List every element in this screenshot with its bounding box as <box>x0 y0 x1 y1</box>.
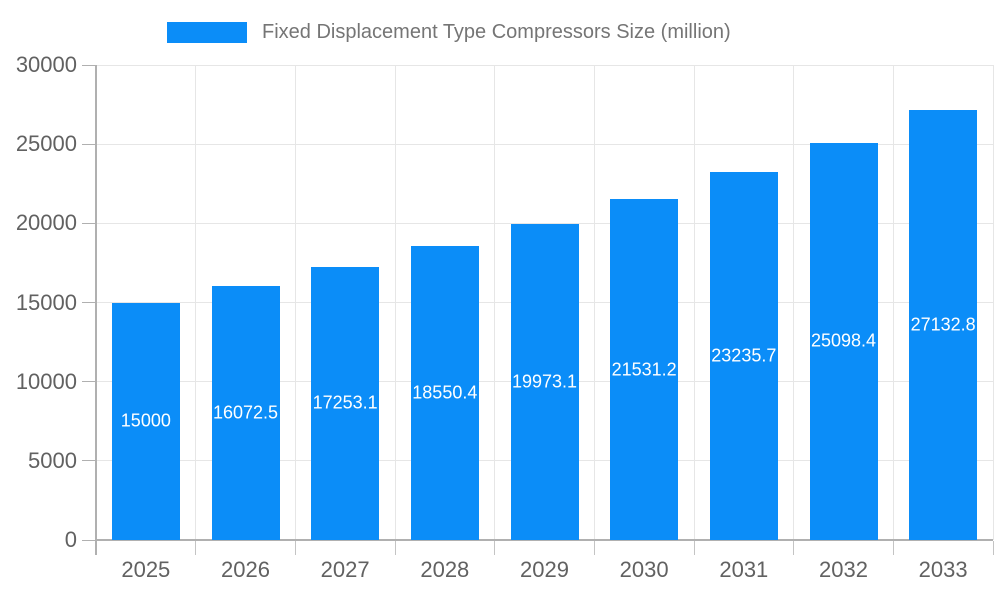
y-axis-tick <box>82 143 95 145</box>
y-axis-tick <box>82 302 95 303</box>
bar-value-label: 27132.8 <box>910 314 976 335</box>
y-axis-line <box>95 65 97 555</box>
gridline-vertical <box>294 65 296 540</box>
bar: 19973.1 <box>510 223 579 540</box>
legend-swatch-icon <box>167 22 247 43</box>
x-axis-tick <box>693 541 695 555</box>
bar-value-label: 16072.5 <box>212 402 279 423</box>
x-axis-tick <box>394 541 396 555</box>
gridline-vertical <box>793 65 795 540</box>
y-axis-tick <box>82 381 95 383</box>
bar-value-label: 25098.4 <box>810 330 877 351</box>
x-axis-tick-label: 2033 <box>918 557 968 582</box>
x-axis-tick-label: 2026 <box>221 557 270 582</box>
x-axis-tick-label: 2029 <box>520 557 569 582</box>
bar: 25098.4 <box>809 142 878 540</box>
bar: 27132.8 <box>909 110 978 540</box>
plot-area: 0 5000 10000 15000 20000 25000 30000 15000 2025 1… <box>16 52 994 582</box>
x-axis-tick-label: 2031 <box>719 557 769 582</box>
x-axis-tick-label: 2027 <box>320 557 370 582</box>
x-axis-tick <box>593 541 595 555</box>
bar-value-label: 15000 <box>120 410 171 431</box>
bar: 21531.2 <box>610 199 679 540</box>
bar: 18550.4 <box>410 246 479 540</box>
x-axis-tick-label: 2028 <box>420 557 470 582</box>
y-axis-tick-label: 30000 <box>15 52 77 77</box>
bar: 17253.1 <box>311 266 380 540</box>
x-axis-tick <box>892 541 894 555</box>
gridline-vertical <box>494 65 496 540</box>
bar-value-label: 18550.4 <box>412 382 478 403</box>
x-axis-tick-label: 2025 <box>121 557 171 582</box>
x-axis-tick <box>494 541 496 555</box>
x-axis-line <box>96 539 993 541</box>
gridline-horizontal <box>96 64 993 66</box>
gridline-vertical <box>693 65 695 540</box>
y-axis-tick <box>82 64 95 66</box>
y-axis-tick-label: 5000 <box>28 447 77 473</box>
gridline-vertical <box>195 65 197 540</box>
bar-value-label: 23235.7 <box>711 345 777 366</box>
bar: 23235.7 <box>709 172 778 540</box>
bar-value-label: 19973.1 <box>511 371 578 392</box>
y-axis-tick-label: 15000 <box>15 289 77 315</box>
y-axis-tick-label: 10000 <box>15 368 77 394</box>
y-axis-tick <box>82 222 95 224</box>
x-axis-tick-label: 2030 <box>619 557 669 582</box>
gridline-vertical <box>593 65 595 540</box>
y-axis-tick-label: 0 <box>64 527 77 552</box>
y-axis-tick-label: 25000 <box>15 131 77 157</box>
y-axis-tick <box>82 539 95 541</box>
y-axis-tick <box>82 460 95 462</box>
gridline-vertical <box>394 65 396 540</box>
gridline-horizontal <box>96 222 993 224</box>
legend-label: Fixed Displacement Type Compressors Size… <box>262 21 731 43</box>
gridline-horizontal <box>96 143 993 145</box>
x-axis-tick-label: 2032 <box>819 557 868 582</box>
bar-value-label: 21531.2 <box>611 359 677 380</box>
bar-value-label: 17253.1 <box>312 392 378 413</box>
bar: 15000 <box>111 302 180 540</box>
x-axis-tick <box>195 541 197 555</box>
y-axis-tick-label: 20000 <box>15 210 77 236</box>
bar: 16072.5 <box>211 285 280 540</box>
gridline-vertical <box>992 65 994 540</box>
x-axis-tick <box>992 541 994 555</box>
gridline-vertical <box>892 65 894 540</box>
x-axis-tick <box>793 541 795 555</box>
legend: Fixed Displacement Type Compressors Size… <box>167 21 731 44</box>
x-axis-tick <box>294 541 296 555</box>
